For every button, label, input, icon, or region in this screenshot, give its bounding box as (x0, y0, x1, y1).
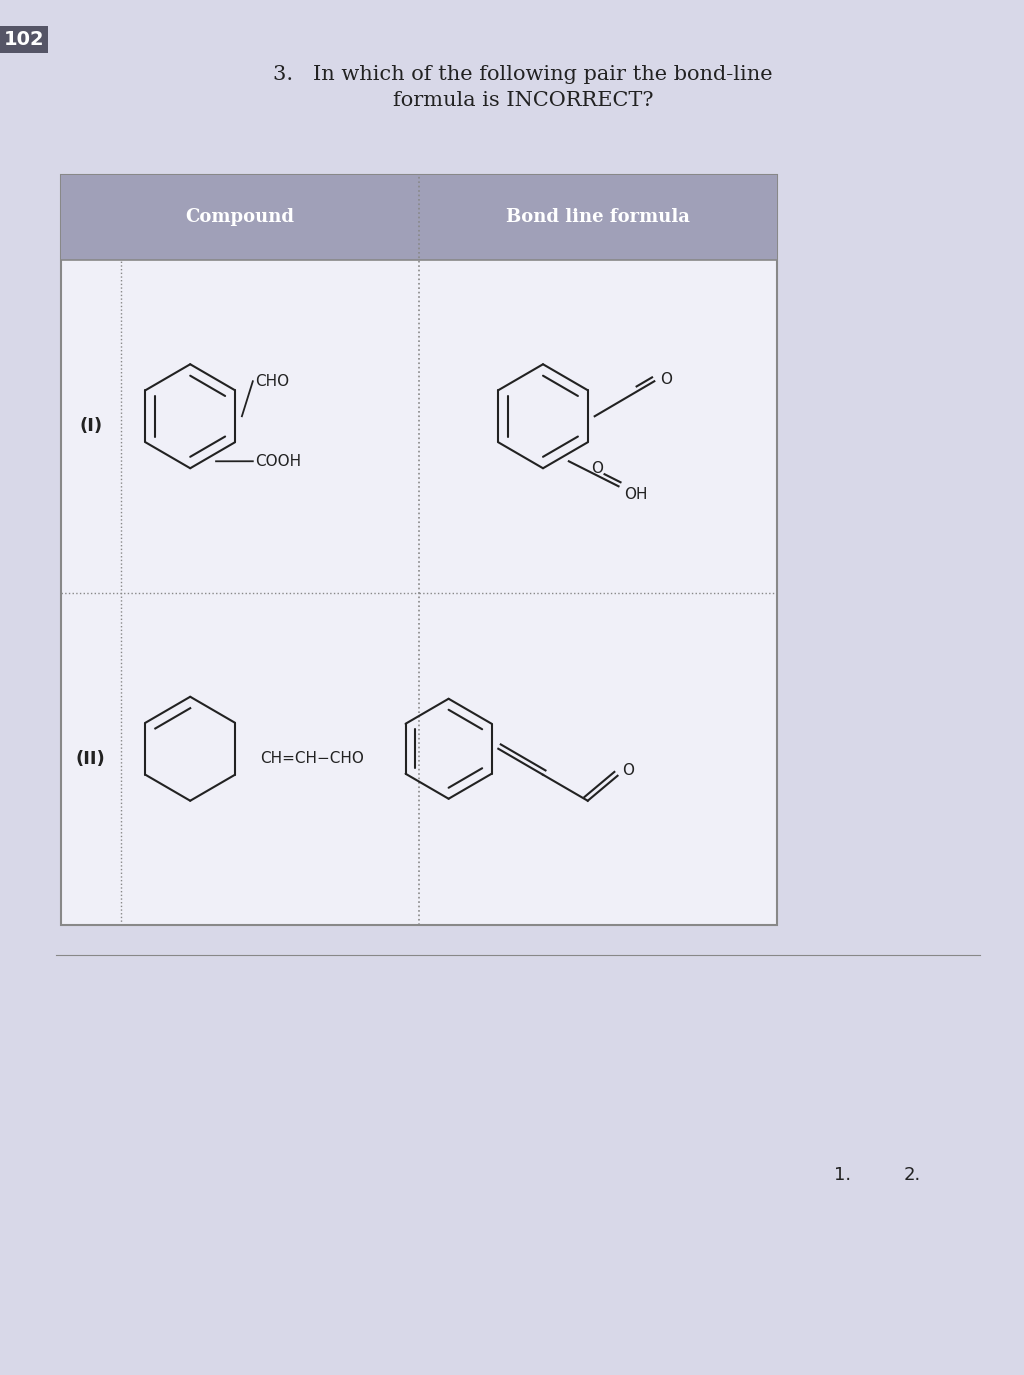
FancyBboxPatch shape (61, 175, 776, 925)
Text: 3.   In which of the following pair the bond-line
formula is INCORRECT?: 3. In which of the following pair the bo… (273, 65, 773, 110)
Text: (I): (I) (79, 417, 102, 436)
Text: (II): (II) (76, 749, 105, 767)
Text: Compound: Compound (185, 209, 295, 227)
Text: CHO: CHO (255, 374, 289, 389)
Text: O: O (591, 461, 603, 476)
Text: 1.: 1. (834, 1166, 851, 1184)
Text: 102: 102 (4, 30, 45, 50)
Text: O: O (623, 763, 635, 778)
Text: Bond line formula: Bond line formula (506, 209, 689, 227)
Text: CH=CH−CHO: CH=CH−CHO (260, 751, 364, 766)
Text: OH: OH (625, 487, 648, 502)
FancyBboxPatch shape (61, 175, 776, 260)
Text: COOH: COOH (255, 454, 301, 469)
Text: 2.: 2. (903, 1166, 921, 1184)
Text: O: O (660, 371, 673, 386)
